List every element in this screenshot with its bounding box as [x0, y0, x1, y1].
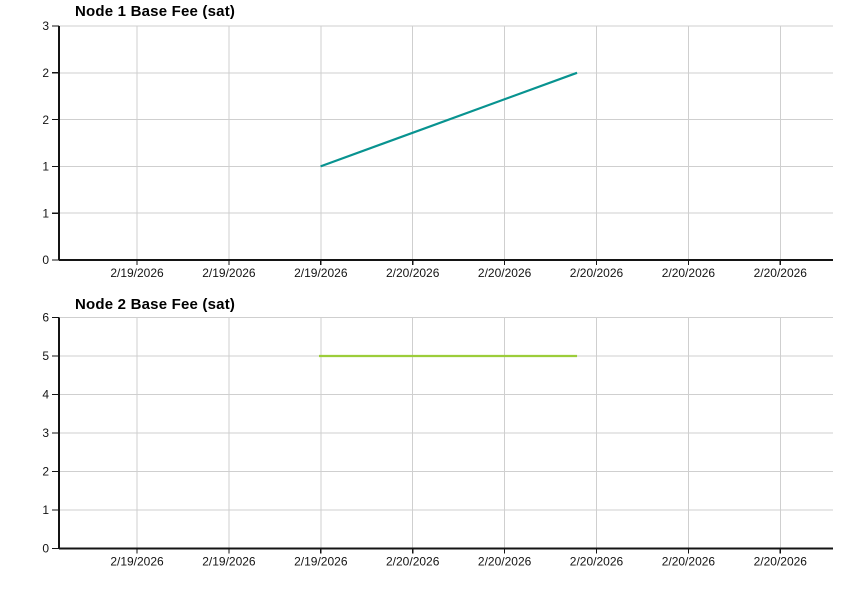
y-tick-label: 4 — [42, 388, 49, 402]
x-tick-label: 2/19/2026 — [202, 266, 256, 280]
y-tick-label: 3 — [42, 19, 49, 33]
node2-base-fee-chart: Node 2 Base Fee (sat) 0 1 2 3 4 5 6 2/19/2026 2/… — [0, 292, 860, 600]
x-tick-label: 2/19/2026 — [110, 555, 164, 569]
y-tick-label: 1 — [42, 503, 49, 517]
y-tick-label: 2 — [42, 66, 49, 80]
axes: 0 1 2 3 4 5 6 2/19/2026 2/19/2026 2/19/2026 2/20/2… — [42, 311, 833, 569]
x-tick-label: 2/20/2026 — [478, 555, 532, 569]
node1-chart-canvas: 0 1 1 2 2 3 2/19/2026 2/19/2026 2/19/2026 2/20/20… — [42, 19, 833, 280]
x-tick-label: 2/20/2026 — [478, 266, 532, 280]
chart-title-node2: Node 2 Base Fee (sat) — [75, 296, 236, 313]
x-tick-label: 2/19/2026 — [294, 266, 348, 280]
x-tick-label: 2/20/2026 — [570, 555, 624, 569]
y-tick-label: 2 — [42, 113, 49, 127]
x-tick-label: 2/20/2026 — [386, 555, 440, 569]
axes: 0 1 1 2 2 3 2/19/2026 2/19/2026 2/19/2026 2/20/20… — [42, 19, 833, 280]
y-tick-label: 6 — [42, 311, 49, 325]
x-tick-label: 2/20/2026 — [662, 266, 716, 280]
x-tick-label: 2/20/2026 — [754, 266, 808, 280]
x-tick-label: 2/19/2026 — [110, 266, 164, 280]
chart-title-node1: Node 1 Base Fee (sat) — [75, 3, 236, 20]
x-tick-label: 2/20/2026 — [570, 266, 624, 280]
y-tick-label: 0 — [42, 542, 49, 556]
node2-chart-canvas: 0 1 2 3 4 5 6 2/19/2026 2/19/2026 2/19/2026 2/20/2… — [42, 311, 833, 569]
x-tick-label: 2/20/2026 — [754, 555, 808, 569]
y-tick-label: 1 — [42, 206, 49, 220]
y-tick-label: 2 — [42, 465, 49, 479]
x-tick-label: 2/19/2026 — [294, 555, 348, 569]
node1-base-fee-chart: Node 1 Base Fee (sat) 0 1 1 2 2 3 2/19/2026 2/1… — [0, 0, 860, 292]
gridlines — [59, 25, 833, 260]
y-tick-label: 5 — [42, 349, 49, 363]
x-tick-label: 2/19/2026 — [202, 555, 256, 569]
series-line — [320, 71, 578, 168]
y-tick-label: 0 — [42, 253, 49, 267]
y-tick-label: 3 — [42, 426, 49, 440]
y-tick-label: 1 — [42, 160, 49, 174]
gridlines — [59, 317, 833, 549]
x-tick-label: 2/20/2026 — [386, 266, 440, 280]
x-tick-label: 2/20/2026 — [662, 555, 716, 569]
